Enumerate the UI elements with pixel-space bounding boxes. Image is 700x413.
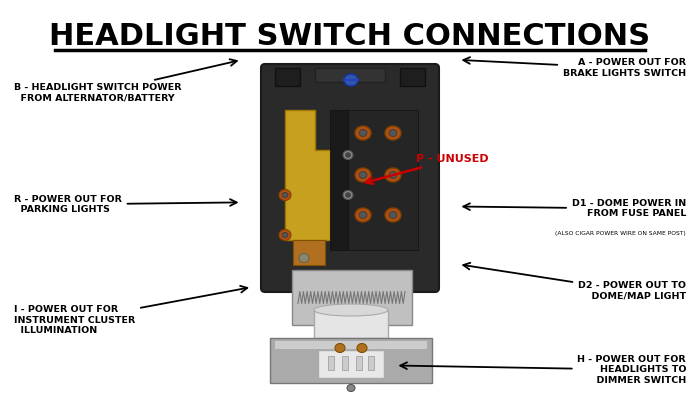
Text: H - POWER OUT FOR
HEADLIGHTS TO
  DIMMER SWITCH: H - POWER OUT FOR HEADLIGHTS TO DIMMER S… [400,355,686,385]
Ellipse shape [314,304,388,316]
Text: D2 - POWER OUT TO
  DOME/MAP LIGHT: D2 - POWER OUT TO DOME/MAP LIGHT [463,263,686,301]
Bar [275,341,427,349]
Text: D1 - DOME POWER IN
FROM FUSE PANEL: D1 - DOME POWER IN FROM FUSE PANEL [463,199,686,218]
Ellipse shape [389,130,397,137]
Ellipse shape [282,233,288,237]
Ellipse shape [355,126,371,140]
Text: P - UNUSED: P - UNUSED [366,154,489,184]
Ellipse shape [385,126,401,140]
Bar [342,356,348,370]
Ellipse shape [279,190,291,200]
Ellipse shape [279,230,291,240]
Ellipse shape [299,254,309,263]
Bar [348,110,418,250]
Bar [328,356,334,370]
Text: R - POWER OUT FOR
  PARKING LIGHTS: R - POWER OUT FOR PARKING LIGHTS [14,195,237,214]
Bar [292,270,412,325]
Bar [270,338,432,383]
Ellipse shape [389,171,397,178]
Ellipse shape [355,168,371,182]
FancyBboxPatch shape [261,64,439,292]
Ellipse shape [282,192,288,197]
Ellipse shape [385,168,401,182]
Ellipse shape [359,211,367,218]
Ellipse shape [359,130,367,137]
Bar [356,356,362,370]
Ellipse shape [343,190,353,199]
Text: (ALSO CIGAR POWER WIRE ON SAME POST): (ALSO CIGAR POWER WIRE ON SAME POST) [555,230,686,235]
Ellipse shape [389,211,397,218]
Polygon shape [293,240,325,265]
Ellipse shape [346,153,351,157]
Ellipse shape [355,208,371,222]
Bar [330,110,348,250]
Bar [315,68,385,82]
Ellipse shape [359,171,367,178]
Ellipse shape [357,344,367,353]
Ellipse shape [344,74,358,86]
Ellipse shape [346,193,351,197]
Text: B - HEADLIGHT SWITCH POWER
  FROM ALTERNATOR/BATTERY: B - HEADLIGHT SWITCH POWER FROM ALTERNAT… [14,59,237,102]
Ellipse shape [385,208,401,222]
Ellipse shape [347,385,355,392]
Bar [318,350,384,378]
Text: A - POWER OUT FOR
BRAKE LIGHTS SWITCH: A - POWER OUT FOR BRAKE LIGHTS SWITCH [463,57,686,78]
Ellipse shape [335,344,345,353]
Ellipse shape [343,150,353,159]
Bar [400,68,425,86]
Polygon shape [285,110,330,240]
Text: I - POWER OUT FOR
INSTRUMENT CLUSTER
  ILLUMINATION: I - POWER OUT FOR INSTRUMENT CLUSTER ILL… [14,286,247,335]
Bar [368,356,374,370]
Bar [314,310,388,338]
Text: HEADLIGHT SWITCH CONNECTIONS: HEADLIGHT SWITCH CONNECTIONS [50,22,650,51]
Bar [275,68,300,86]
